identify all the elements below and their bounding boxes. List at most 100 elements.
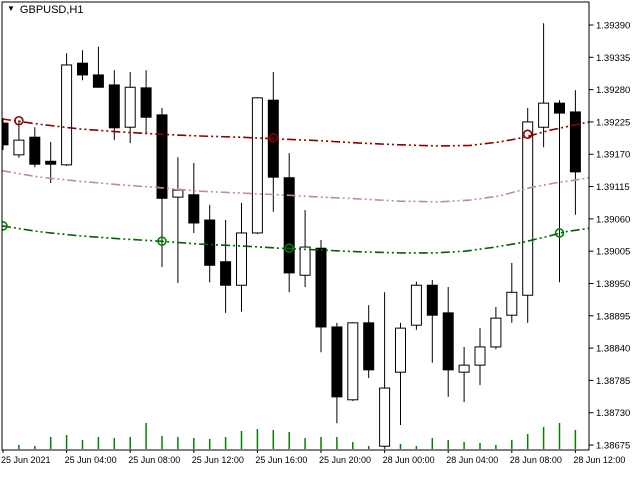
time-axis-label: 28 Jun 08:00 bbox=[510, 455, 562, 465]
price-axis-label: 1.39060 bbox=[596, 214, 630, 225]
candle-bear bbox=[220, 220, 232, 313]
candle-bull bbox=[458, 346, 470, 403]
candle-bear bbox=[108, 70, 120, 141]
time-axis-label: 25 Jun 2021 bbox=[1, 455, 51, 465]
candle-bull bbox=[13, 120, 25, 158]
candle-bear bbox=[29, 127, 41, 168]
candle-bull bbox=[395, 322, 406, 426]
time-axis-label: 25 Jun 04:00 bbox=[65, 455, 117, 465]
candle-body bbox=[379, 387, 391, 447]
price-axis-label: 1.38730 bbox=[596, 408, 630, 419]
time-axis-label: 25 Jun 16:00 bbox=[255, 455, 307, 465]
candle-bull bbox=[299, 210, 311, 288]
candle-body bbox=[442, 312, 454, 371]
candle-bull bbox=[490, 306, 502, 350]
candle-bull bbox=[506, 262, 518, 323]
candle-body bbox=[140, 87, 152, 118]
candle-body bbox=[236, 232, 247, 286]
candle-bear bbox=[363, 305, 375, 379]
candle-bull bbox=[61, 53, 73, 166]
candle-body bbox=[522, 121, 534, 296]
candle-bear bbox=[204, 204, 216, 283]
symbol-selector[interactable]: ▼ GBPUSD,H1 bbox=[7, 4, 84, 16]
candle-body bbox=[363, 322, 375, 371]
time-axis-label: 28 Jun 04:00 bbox=[446, 455, 498, 465]
candle-bear bbox=[283, 153, 295, 293]
time-axis-label: 25 Jun 12:00 bbox=[192, 455, 244, 465]
signal-marker-red bbox=[522, 129, 533, 140]
price-axis-label: 1.39225 bbox=[596, 117, 630, 128]
signal-marker-green bbox=[157, 236, 167, 246]
candle-body bbox=[13, 139, 25, 156]
candle-body bbox=[315, 247, 327, 328]
candle-bear bbox=[77, 50, 88, 81]
candle-bull bbox=[522, 107, 534, 323]
candle-bull bbox=[236, 202, 247, 312]
candle-bear bbox=[45, 141, 57, 184]
candle-bull bbox=[474, 328, 486, 386]
candle-body bbox=[347, 322, 359, 401]
candle-bear bbox=[554, 100, 565, 283]
candle-bull bbox=[410, 281, 422, 330]
candle-body bbox=[156, 114, 168, 199]
candle-bear bbox=[315, 240, 327, 353]
candle-body bbox=[395, 327, 406, 373]
time-axis-label: 28 Jun 12:00 bbox=[573, 455, 625, 465]
signal-marker-red bbox=[14, 115, 24, 126]
time-axis[interactable]: 25 Jun 2021 25 Jun 04:00 25 Jun 08:00 25 Ju… bbox=[1, 450, 625, 465]
candle-bear bbox=[442, 287, 454, 397]
price-axis[interactable]: 1.39390 1.39335 1.39280 1.39225 1.39170 1.391… bbox=[589, 21, 630, 452]
ma-lower-line bbox=[2, 225, 589, 254]
signal-marker-green bbox=[2, 221, 8, 231]
ma-upper-line bbox=[2, 118, 589, 147]
price-axis-label: 1.39005 bbox=[596, 247, 630, 258]
candle-body bbox=[490, 317, 502, 348]
candle-body bbox=[426, 284, 438, 316]
price-axis-label: 1.39280 bbox=[596, 85, 630, 96]
ma-middle-line bbox=[2, 169, 589, 203]
candle-body bbox=[283, 177, 295, 274]
candle-body bbox=[458, 364, 470, 373]
candle-body bbox=[251, 97, 263, 234]
candle-bear bbox=[331, 322, 343, 424]
candle-body bbox=[331, 326, 343, 398]
plot-area[interactable] bbox=[0, 23, 589, 449]
time-axis-label: 28 Jun 00:00 bbox=[383, 455, 435, 465]
chart-frame bbox=[1, 1, 590, 451]
price-axis-label: 1.38785 bbox=[596, 376, 630, 387]
candle-body bbox=[506, 291, 518, 316]
candle-bear bbox=[426, 279, 438, 363]
candle-body bbox=[204, 219, 216, 266]
candle-body bbox=[188, 194, 200, 224]
candle-body bbox=[61, 64, 73, 166]
price-axis-label: 1.39390 bbox=[596, 21, 630, 32]
price-axis-label: 1.38840 bbox=[596, 344, 630, 355]
symbol-timeframe-label: GBPUSD,H1 bbox=[19, 4, 84, 16]
candle-bear bbox=[569, 90, 581, 215]
signal-marker-red bbox=[268, 132, 279, 143]
candle-body bbox=[45, 160, 57, 165]
candle-body bbox=[108, 84, 120, 129]
candle-bull bbox=[538, 23, 550, 148]
price-axis-label: 1.39115 bbox=[596, 182, 630, 193]
candle-body bbox=[92, 74, 104, 88]
candle-body bbox=[77, 62, 88, 76]
candle-body bbox=[299, 246, 311, 276]
candle-bear bbox=[140, 70, 152, 134]
candle-body bbox=[410, 284, 422, 326]
candle-bull bbox=[172, 157, 184, 283]
price-axis-label: 1.39335 bbox=[596, 53, 630, 64]
candles bbox=[2, 23, 581, 447]
candle-bear bbox=[188, 163, 200, 233]
candle-bull bbox=[124, 71, 136, 144]
price-axis-label: 1.39170 bbox=[596, 150, 630, 161]
volume-bars bbox=[18, 423, 577, 449]
candle-body bbox=[124, 86, 136, 128]
candle-bear bbox=[2, 117, 9, 151]
candle-body bbox=[569, 111, 581, 173]
chevron-down-icon[interactable]: ▼ bbox=[7, 4, 15, 13]
price-axis-label: 1.38895 bbox=[596, 311, 630, 322]
candle-bear bbox=[92, 46, 104, 88]
